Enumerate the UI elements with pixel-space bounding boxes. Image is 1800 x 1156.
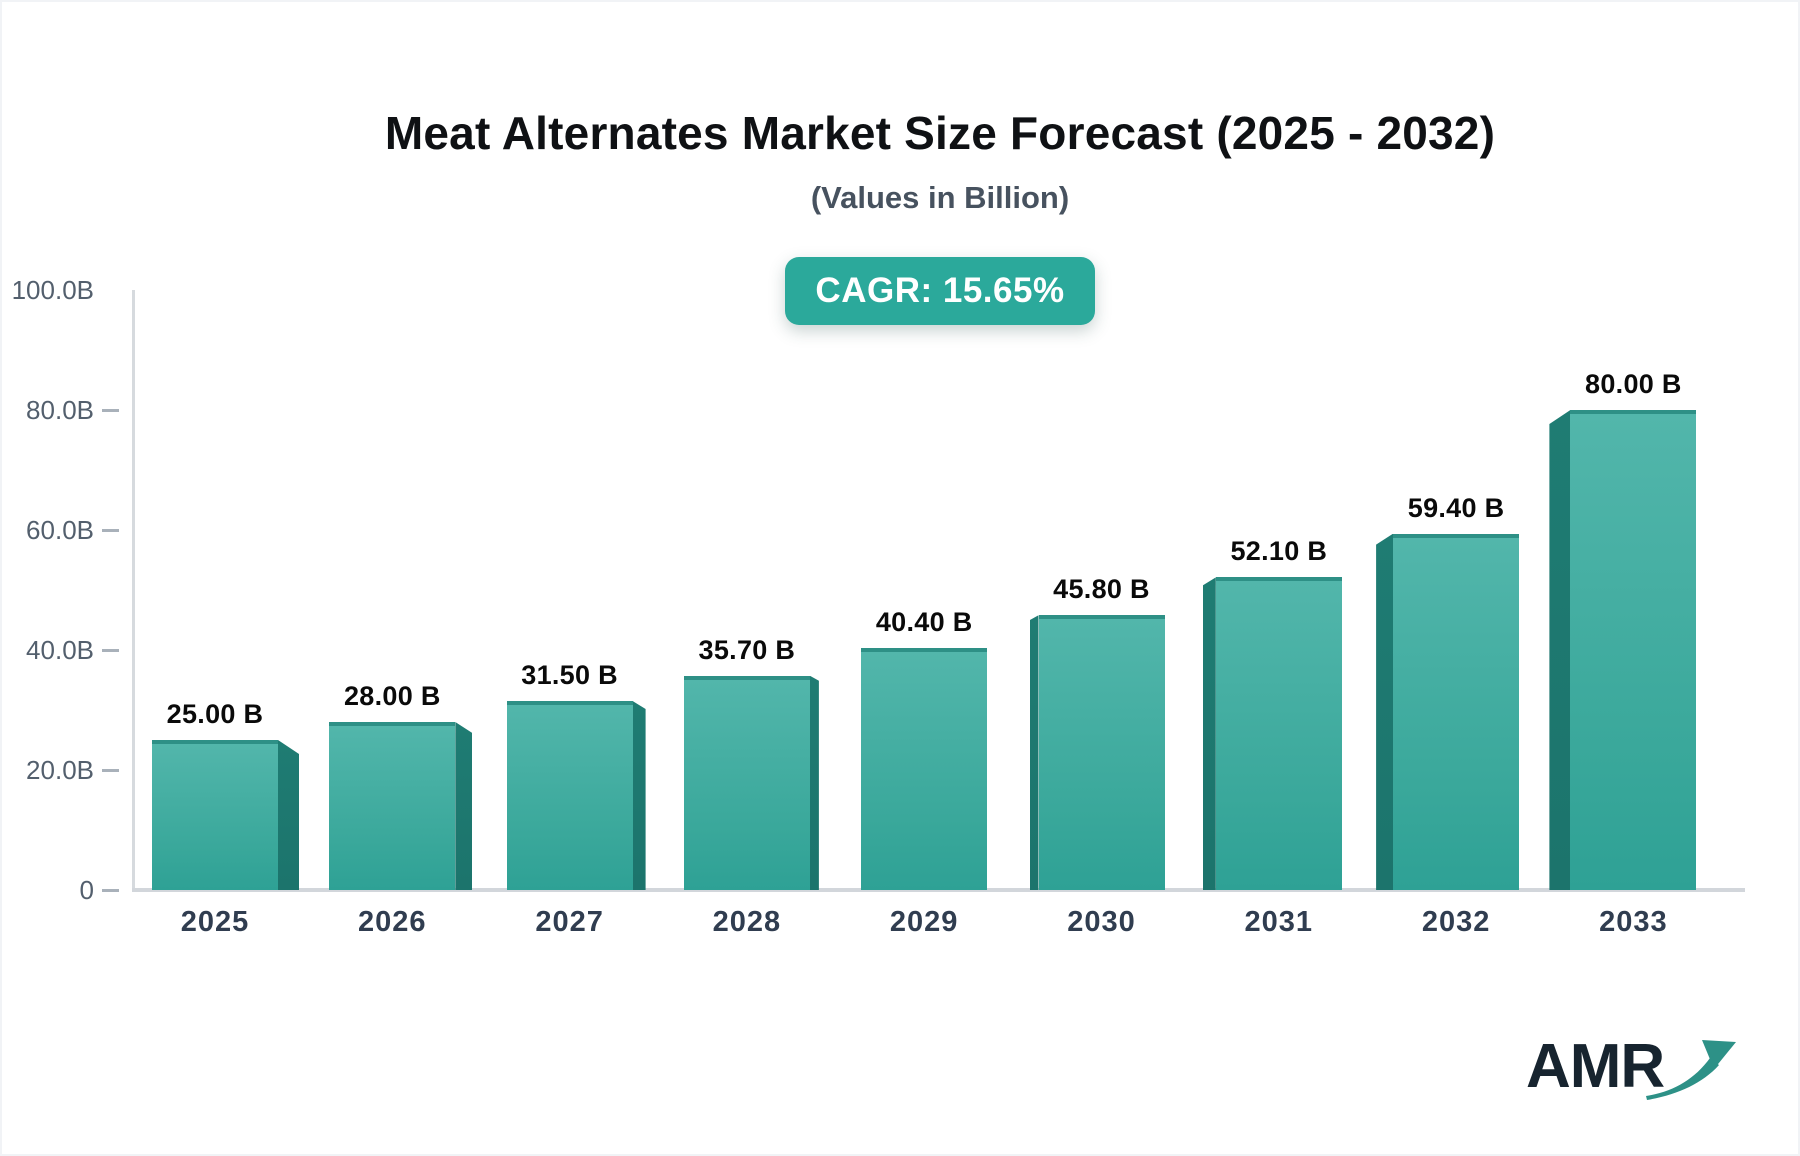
y-axis-tick-mark (102, 649, 119, 652)
x-axis-label-2028: 2028 (712, 906, 782, 938)
bar-value-label: 35.70 B (698, 634, 796, 665)
y-axis-tick-label: 100.0B (11, 275, 94, 305)
bar-side-2033 (1549, 410, 1571, 890)
y-axis-tick-mark (102, 769, 119, 772)
bar-2025[interactable] (152, 740, 278, 890)
bar-2029[interactable] (861, 647, 988, 890)
x-axis-label-2029: 2029 (889, 906, 959, 938)
bar-2027[interactable] (506, 701, 633, 890)
y-axis-line (132, 290, 135, 892)
bar-side-2028 (809, 675, 819, 890)
bar-2030[interactable] (1038, 615, 1165, 890)
x-axis-label-2032: 2032 (1421, 906, 1491, 938)
y-axis-tick-mark (102, 529, 119, 532)
growth-arrow-icon (1646, 1040, 1736, 1100)
y-axis-tick-mark (102, 889, 119, 892)
bar-value-label: 59.40 B (1407, 492, 1505, 523)
bar-side-2032 (1376, 533, 1394, 890)
bar-value-label: 25.00 B (166, 699, 264, 729)
y-axis-tick-label: 80.0B (26, 395, 94, 425)
cagr-badge: CAGR: 15.65% (785, 257, 1095, 325)
y-axis-tick-label: 60.0B (26, 515, 94, 545)
bar-2033[interactable] (1570, 410, 1697, 890)
y-axis-tick-label: 40.0B (26, 635, 94, 665)
bar-value-label: 28.00 B (343, 681, 441, 711)
bar-side-2025 (278, 740, 299, 890)
bar-side-2031 (1202, 577, 1216, 890)
bar-value-label: 40.40 B (875, 606, 973, 637)
chart-subtitle: (Values in Billion) (810, 180, 1070, 215)
bar-side-2027 (632, 701, 646, 890)
bar-value-label: 80.00 B (1585, 369, 1682, 399)
x-axis-line (132, 888, 1745, 892)
amr-logo-text: AMR (1526, 1032, 1665, 1101)
x-axis-label-2031: 2031 (1244, 906, 1314, 938)
x-axis-label-2026: 2026 (358, 906, 427, 938)
bar-2026[interactable] (329, 722, 456, 890)
cagr-badge-row: CAGR: 15.65% (82, 257, 1798, 325)
y-axis-tick-label: 0 (79, 875, 94, 905)
y-axis-tick-mark (102, 409, 119, 412)
amr-logo: AMR (1526, 1032, 1736, 1112)
bar-side-2026 (455, 722, 473, 890)
x-axis-label-2025: 2025 (180, 906, 250, 938)
x-axis-label-2027: 2027 (535, 906, 604, 938)
x-axis-label-2030: 2030 (1067, 906, 1136, 938)
chart-title: Meat Alternates Market Size Forecast (20… (384, 107, 1496, 159)
bar-2031[interactable] (1215, 577, 1342, 890)
bar-value-label: 45.80 B (1053, 574, 1150, 605)
bar-value-label: 52.10 B (1230, 536, 1328, 567)
bar-value-label: 31.50 B (521, 660, 618, 690)
bar-2032[interactable] (1393, 533, 1520, 890)
bar-side-2030 (1029, 615, 1039, 890)
bar-2028[interactable] (683, 675, 810, 890)
x-axis-label-2033: 2033 (1599, 906, 1668, 938)
y-axis-tick-label: 20.0B (26, 755, 94, 785)
